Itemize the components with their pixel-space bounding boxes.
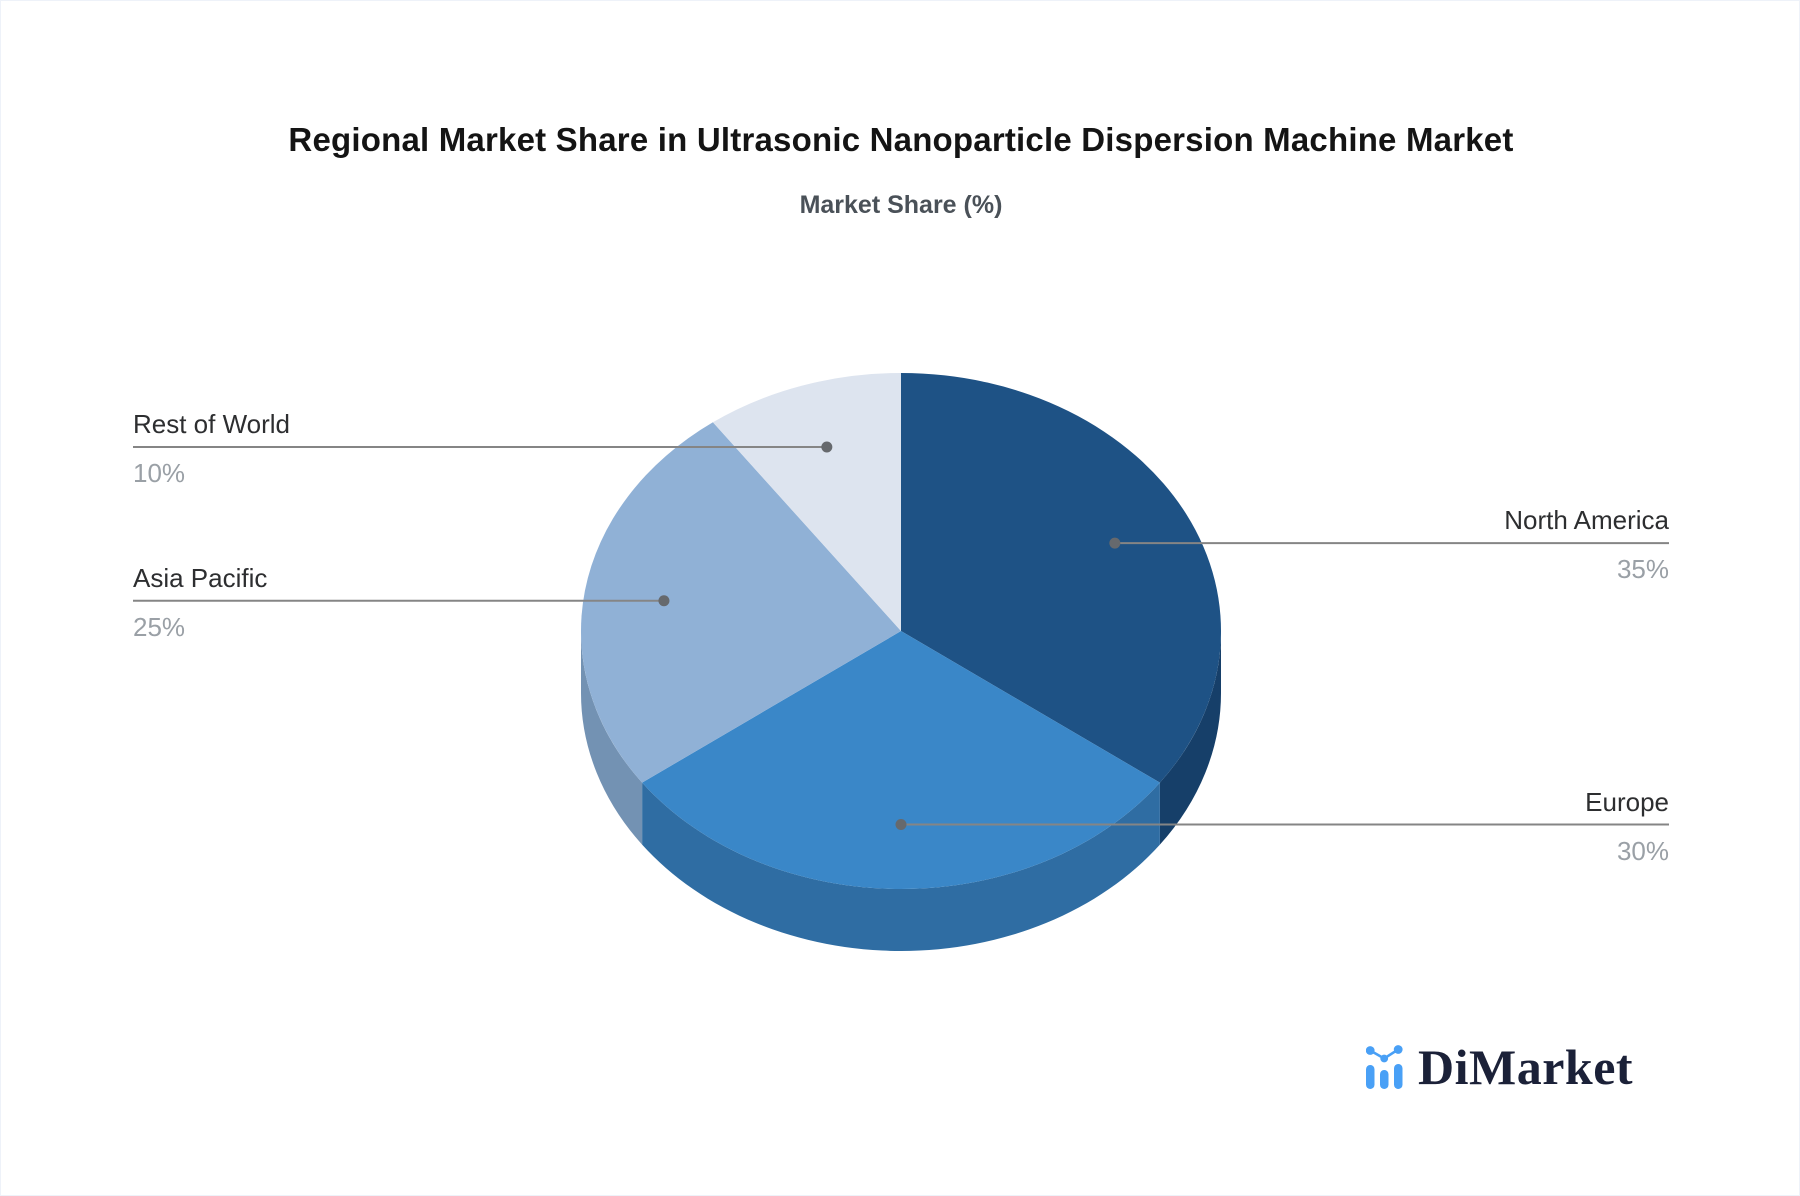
callout-dot bbox=[658, 595, 670, 607]
callout-dot bbox=[1109, 537, 1121, 549]
callout-dot bbox=[895, 819, 907, 830]
slice-label: North America bbox=[1504, 505, 1669, 536]
slice-value: 25% bbox=[133, 611, 186, 642]
slice-label: Rest of World bbox=[133, 408, 291, 439]
slice-label: Europe bbox=[1585, 786, 1669, 817]
logo-text: DiMarket bbox=[1418, 1039, 1634, 1095]
pie-slice-side bbox=[642, 782, 1160, 951]
slice-value: 30% bbox=[1616, 835, 1669, 866]
slice-value: 10% bbox=[133, 457, 186, 488]
pie-slice-asia-pacific[interactable] bbox=[581, 422, 901, 783]
callout-dot bbox=[821, 441, 833, 453]
bar-chart-trend-icon bbox=[1366, 1045, 1403, 1089]
pie-slice-north-america[interactable] bbox=[901, 373, 1222, 783]
slice-value: 35% bbox=[1616, 554, 1669, 585]
chart-subtitle: Market Share (%) bbox=[799, 191, 1003, 219]
slice-label: Asia Pacific bbox=[133, 562, 268, 593]
pie-slice-side bbox=[1159, 631, 1221, 845]
pie-slice-side bbox=[581, 631, 643, 845]
pie-slice-rest-of-world[interactable] bbox=[712, 373, 901, 631]
dimarket-logo: DiMarket bbox=[1366, 1041, 1633, 1093]
chart-title: Regional Market Share in Ultrasonic Nano… bbox=[288, 121, 1514, 158]
